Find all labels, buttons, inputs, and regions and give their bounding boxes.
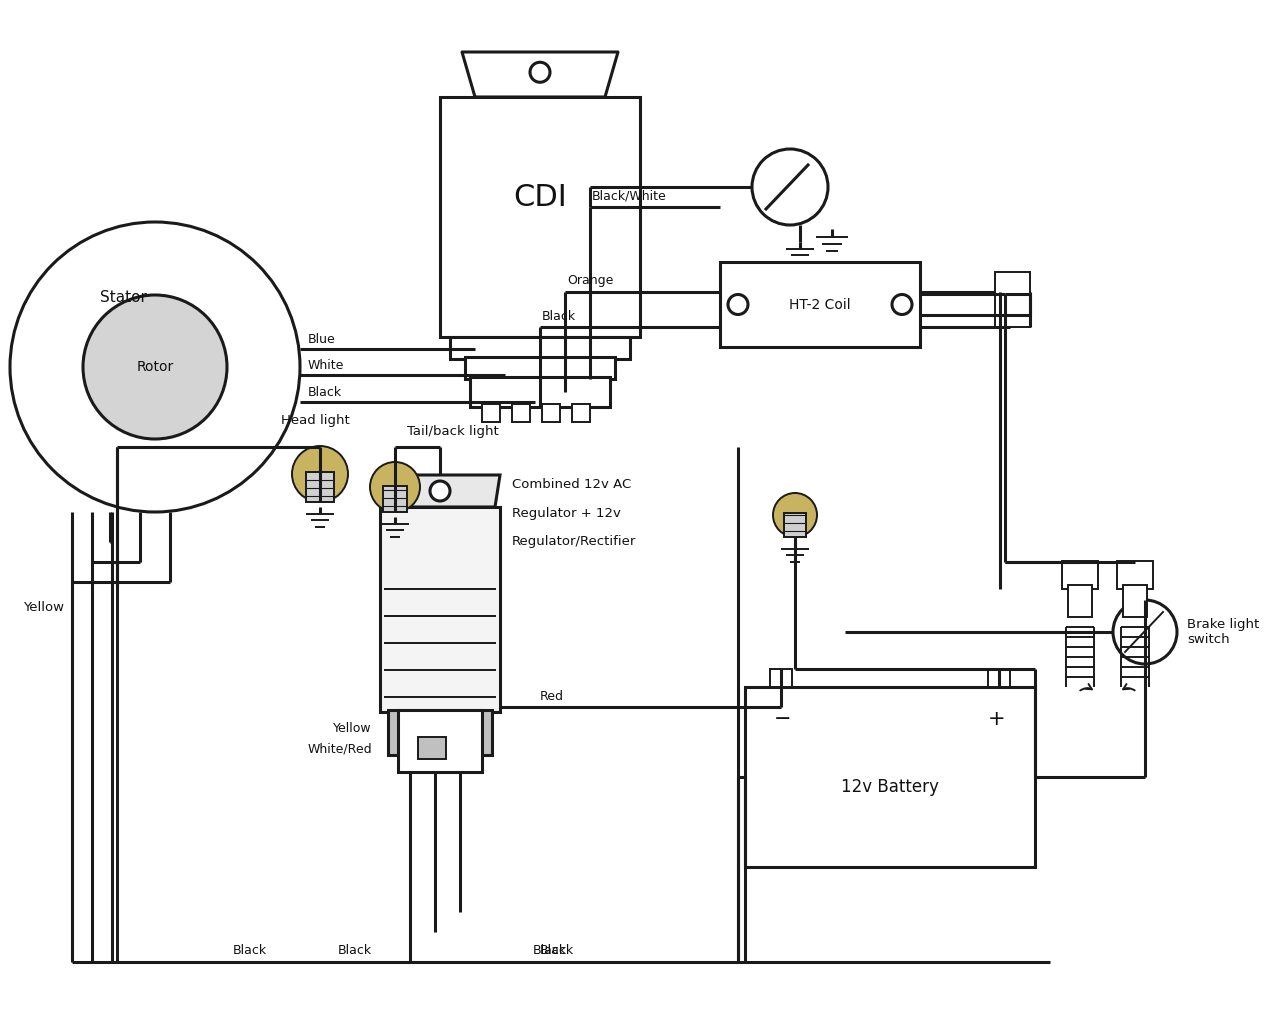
Bar [1068, 585, 1092, 617]
Circle shape [530, 62, 550, 82]
Circle shape [10, 222, 300, 512]
Bar [719, 262, 920, 347]
Bar [398, 710, 483, 772]
Circle shape [1114, 600, 1178, 664]
Text: Regulator + 12v: Regulator + 12v [512, 506, 621, 520]
Text: Stator: Stator [100, 290, 147, 304]
Text: −: − [774, 709, 792, 729]
Text: Black: Black [532, 944, 567, 957]
Bar [572, 404, 590, 422]
Text: Black/White: Black/White [591, 189, 667, 202]
Text: Regulator/Rectifier: Regulator/Rectifier [512, 535, 636, 547]
Text: Red: Red [540, 691, 564, 704]
Bar [306, 472, 334, 502]
Bar [783, 513, 806, 537]
Text: Black: Black [541, 309, 576, 322]
Text: Orange: Orange [567, 275, 613, 287]
Bar [380, 507, 500, 712]
Text: Black: Black [308, 385, 342, 399]
Text: White/Red: White/Red [307, 742, 372, 756]
Bar [419, 737, 445, 759]
Bar [512, 404, 530, 422]
Text: Head light: Head light [280, 414, 349, 426]
Circle shape [292, 446, 348, 502]
Text: Yellow: Yellow [333, 722, 372, 735]
Bar [465, 357, 614, 379]
Bar [388, 710, 492, 755]
Bar [440, 97, 640, 337]
Circle shape [370, 462, 420, 512]
Text: Brake light
switch: Brake light switch [1187, 618, 1260, 646]
Text: Combined 12v AC: Combined 12v AC [512, 479, 631, 491]
Text: +: + [988, 709, 1006, 729]
Circle shape [773, 493, 817, 537]
Text: HT-2 Coil: HT-2 Coil [790, 298, 851, 311]
Circle shape [83, 295, 227, 439]
Bar [451, 337, 630, 359]
Bar [988, 669, 1010, 687]
Bar [541, 404, 561, 422]
Text: Rotor: Rotor [137, 360, 174, 374]
Bar [470, 377, 611, 407]
Circle shape [753, 149, 828, 225]
Text: White: White [308, 359, 344, 371]
Circle shape [430, 481, 451, 501]
Text: Blue: Blue [308, 333, 335, 346]
Circle shape [728, 295, 748, 314]
Bar [1123, 585, 1147, 617]
Bar [995, 272, 1030, 327]
Polygon shape [380, 475, 500, 507]
Text: Tail/back light: Tail/back light [407, 425, 499, 438]
Text: Yellow: Yellow [23, 600, 64, 613]
Text: 12v Battery: 12v Battery [841, 778, 940, 796]
Bar [745, 687, 1036, 868]
Bar [1062, 561, 1098, 589]
Circle shape [892, 295, 911, 314]
Bar [771, 669, 792, 687]
Text: Black: Black [233, 944, 268, 957]
Text: Black: Black [540, 944, 575, 957]
Text: Black: Black [338, 944, 372, 957]
Bar [1117, 561, 1153, 589]
Bar [383, 486, 407, 512]
Text: CDI: CDI [513, 183, 567, 213]
Bar [483, 404, 500, 422]
